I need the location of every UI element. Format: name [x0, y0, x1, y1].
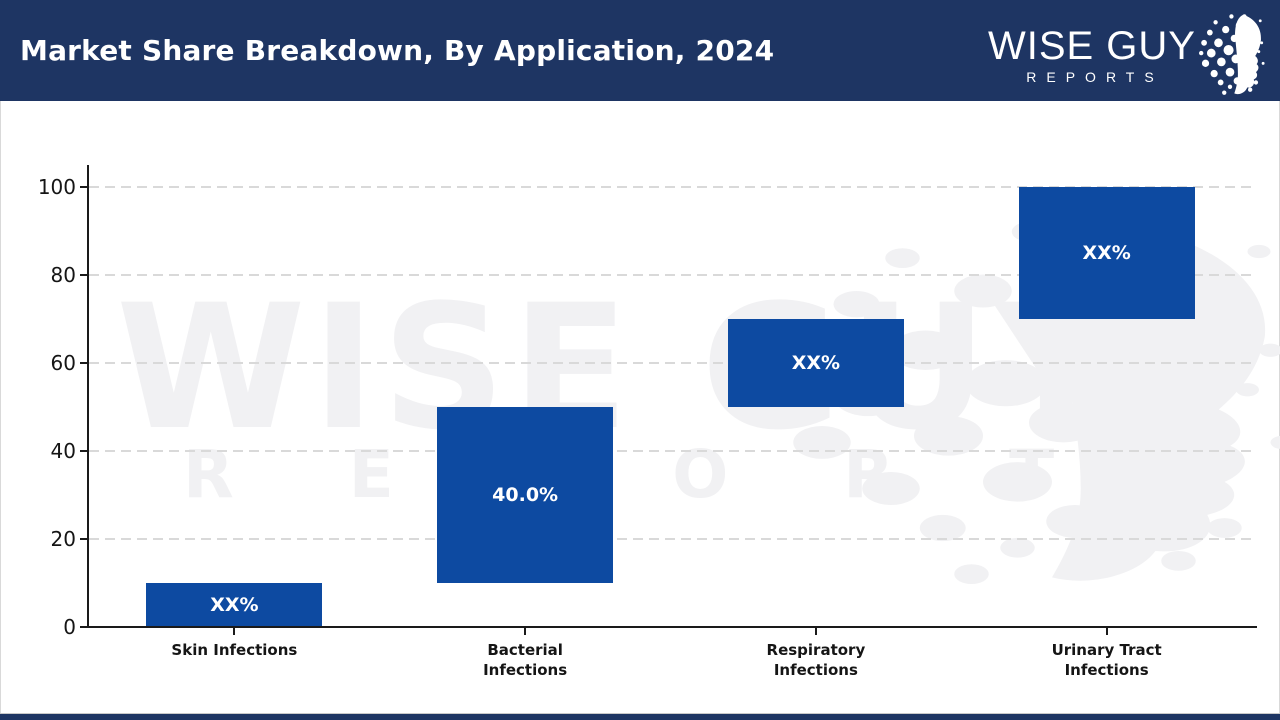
logo-face-icon [1194, 12, 1266, 100]
y-tick-label-0: 0 [63, 615, 76, 639]
y-tick-label-40: 40 [50, 439, 76, 463]
x-tick-label-0: Skin Infections [171, 641, 298, 659]
bar-skin-infections: XX% [146, 583, 323, 627]
logo-subtitle: REPORTS [1026, 69, 1164, 85]
bar-bacterial-infections: 40.0% [437, 407, 614, 583]
y-tick-label-20: 20 [50, 527, 76, 551]
logo-text: WISE GUY REPORTS [988, 26, 1196, 85]
bottom-border [0, 713, 1280, 714]
y-tick-label-100: 100 [37, 175, 76, 199]
bar-respiratory-infections: XX% [727, 319, 904, 407]
y-tick-mark-20 [80, 538, 87, 540]
gridline-y20 [89, 538, 1252, 540]
wise-guy-reports-logo: WISE GUY REPORTS [988, 6, 1268, 100]
chart-title: Market Share Breakdown, By Application, … [20, 34, 775, 67]
logo-wordmark: WISE GUY [987, 24, 1196, 68]
bar-value-label: XX% [791, 352, 841, 374]
gridline-y100 [89, 186, 1252, 188]
bar-value-label: XX% [210, 594, 259, 616]
x-tick-mark-1 [524, 628, 527, 635]
y-tick-mark-100 [80, 186, 87, 188]
bar-value-label: 40.0% [492, 484, 559, 506]
watermark-face-icon [730, 212, 1280, 607]
y-tick-mark-60 [80, 362, 87, 364]
footer-bar [0, 714, 1280, 720]
y-tick-mark-40 [80, 450, 87, 452]
bar-urinary-tract-infections: XX% [1018, 187, 1195, 319]
x-tick-label-2: Respiratory Infections [766, 641, 866, 679]
y-tick-mark-0 [80, 626, 87, 628]
y-axis-line [87, 165, 89, 628]
gridline-y60 [89, 362, 1252, 364]
y-tick-label-60: 60 [50, 351, 76, 375]
y-tick-mark-80 [80, 274, 87, 276]
bar-value-label: XX% [1082, 242, 1131, 264]
x-tick-mark-3 [1105, 628, 1108, 635]
x-axis-line [87, 626, 1257, 628]
header-banner: Market Share Breakdown, By Application, … [0, 0, 1280, 101]
x-tick-mark-0 [233, 628, 236, 635]
gridline-y40 [89, 450, 1252, 452]
x-tick-label-1: Bacterial Infections [483, 641, 568, 679]
x-tick-mark-2 [814, 628, 817, 635]
x-tick-label-3: Urinary Tract Infections [1051, 641, 1162, 679]
gridline-y80 [89, 274, 1252, 276]
y-tick-label-80: 80 [50, 263, 76, 287]
